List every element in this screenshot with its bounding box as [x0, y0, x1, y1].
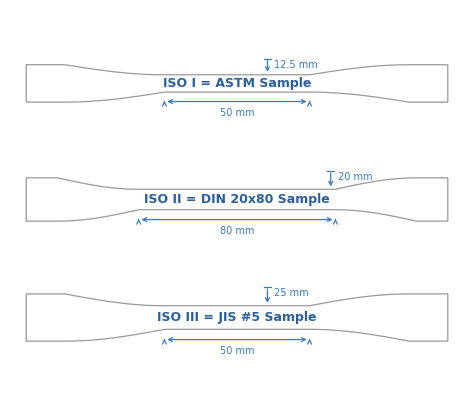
- Text: 25 mm: 25 mm: [274, 288, 309, 298]
- Text: 20 mm: 20 mm: [337, 172, 372, 182]
- Text: ISO II = DIN 20x80 Sample: ISO II = DIN 20x80 Sample: [144, 193, 330, 206]
- Text: 80 mm: 80 mm: [220, 226, 254, 236]
- Text: 12.5 mm: 12.5 mm: [274, 60, 318, 70]
- Text: 50 mm: 50 mm: [220, 346, 254, 356]
- Polygon shape: [26, 65, 448, 102]
- Polygon shape: [26, 178, 448, 221]
- Polygon shape: [26, 294, 448, 341]
- Text: 50 mm: 50 mm: [220, 108, 254, 118]
- Text: ISO III = JIS #5 Sample: ISO III = JIS #5 Sample: [157, 311, 317, 324]
- Text: ISO I = ASTM Sample: ISO I = ASTM Sample: [163, 77, 311, 90]
